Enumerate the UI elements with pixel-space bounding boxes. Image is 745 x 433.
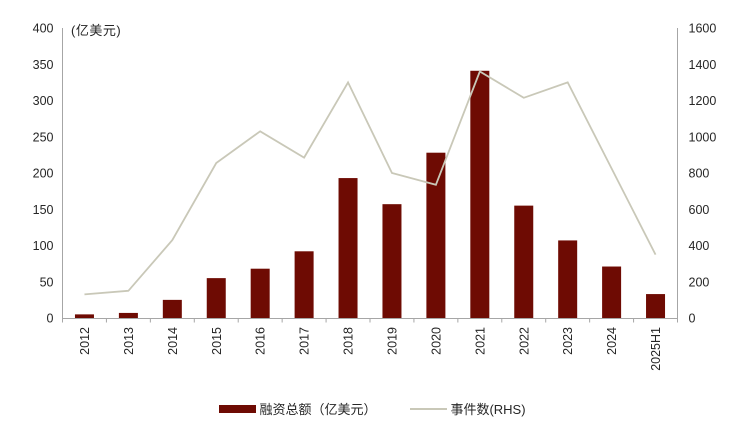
x-axis-label-2021: 2021 [473, 327, 487, 355]
left-axis-tick-label: 50 [40, 275, 54, 289]
bar-2015 [206, 278, 226, 318]
right-axis-tick-label: 0 [689, 312, 696, 326]
right-axis-tick-label: 400 [689, 239, 710, 253]
legend: 融资总额（亿美元） 事件数(RHS) [0, 399, 745, 418]
legend-item-events: 事件数(RHS) [410, 399, 526, 418]
x-axis-label-2023: 2023 [561, 327, 575, 355]
x-axis-label-2019: 2019 [385, 327, 399, 355]
bar-2012 [74, 314, 94, 318]
right-axis-tick-label: 1600 [689, 22, 717, 36]
left-axis-tick-label: 0 [47, 312, 54, 326]
x-axis-label-2024: 2024 [605, 327, 619, 355]
legend-item-financing: 融资总额（亿美元） [219, 399, 376, 418]
bar-2022 [514, 205, 534, 318]
left-axis-tick-label: 150 [33, 203, 54, 217]
bar-2020 [426, 152, 446, 318]
bar-2018 [338, 178, 358, 318]
bar-2014 [162, 299, 182, 318]
x-axis-label-2015: 2015 [210, 327, 224, 355]
right-axis-tick-label: 1400 [689, 58, 717, 72]
left-axis-tick-label: 400 [33, 22, 54, 36]
left-axis-unit-label: (亿美元) [71, 23, 122, 38]
right-axis-tick-label: 1200 [689, 94, 717, 108]
bar-series-swatch [219, 404, 257, 413]
x-axis-label-2022: 2022 [517, 327, 531, 355]
x-axis-label-2025H1: 2025H1 [649, 327, 663, 371]
x-axis-label-2013: 2013 [122, 327, 136, 355]
events-line [84, 70, 657, 296]
x-axis-label-2016: 2016 [254, 327, 268, 355]
line-series-label: 事件数(RHS) [450, 402, 526, 417]
left-axis-tick-label: 300 [33, 94, 54, 108]
bar-2019 [382, 204, 402, 318]
x-axis-label-2012: 2012 [78, 327, 92, 355]
left-axis-tick-label: 350 [33, 58, 54, 72]
bar-series-label: 融资总额（亿美元） [259, 402, 377, 417]
bar-2017 [294, 251, 314, 318]
bar-2024 [602, 266, 622, 318]
x-axis-label-2020: 2020 [429, 327, 443, 355]
line-series-swatch [410, 407, 448, 410]
x-axis-label-2014: 2014 [166, 327, 180, 355]
left-axis-tick-label: 200 [33, 167, 54, 181]
x-axis-label-2017: 2017 [298, 327, 312, 355]
bar-2021 [470, 70, 490, 319]
x-axis-label-2018: 2018 [342, 327, 356, 355]
right-axis-tick-label: 800 [689, 167, 710, 181]
bar-2013 [118, 312, 138, 318]
left-axis-tick-label: 100 [33, 239, 54, 253]
left-axis-tick-label: 250 [33, 130, 54, 144]
right-axis-tick-label: 200 [689, 275, 710, 289]
bar-2023 [558, 240, 578, 318]
right-axis-tick-label: 1000 [689, 130, 717, 144]
right-axis-tick-label: 600 [689, 203, 710, 217]
bar-2025H1 [646, 294, 666, 318]
bar-2016 [250, 268, 270, 318]
